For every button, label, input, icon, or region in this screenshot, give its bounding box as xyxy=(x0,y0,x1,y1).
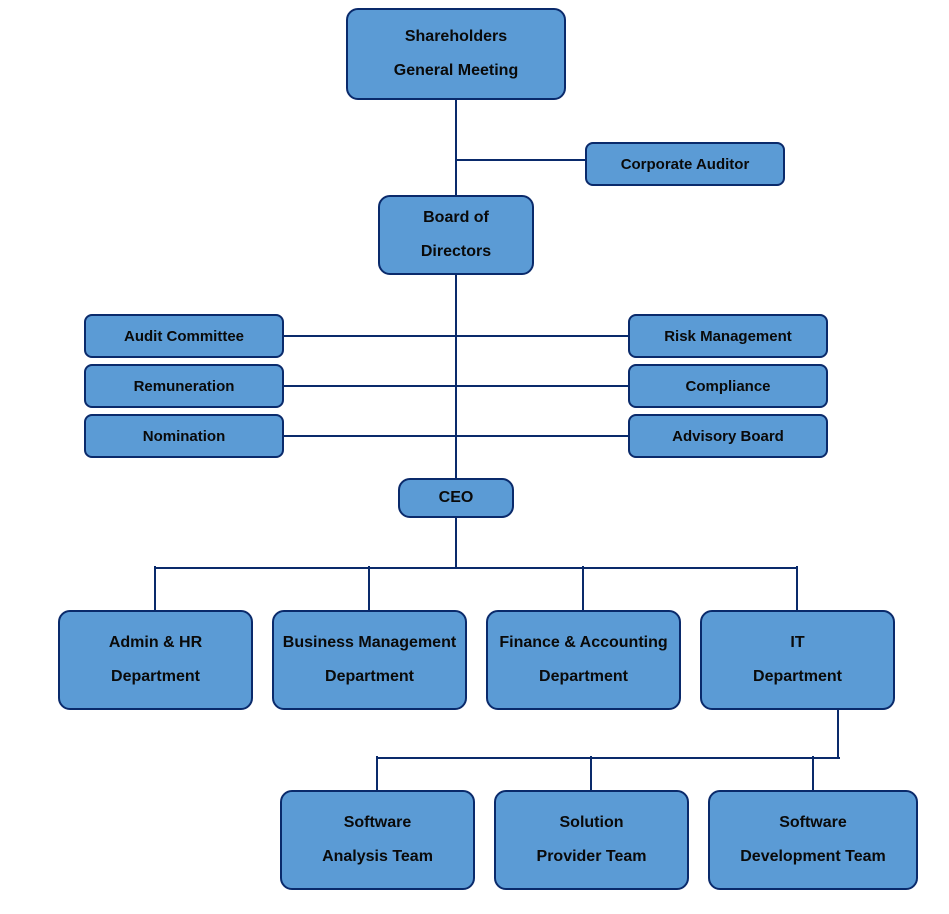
node-it: IT Department xyxy=(700,610,895,710)
node-board-of-directors: Board of Directors xyxy=(378,195,534,275)
node-compliance: Compliance xyxy=(628,364,828,408)
node-finance-accounting: Finance & Accounting Department xyxy=(486,610,681,710)
node-corporate-auditor: Corporate Auditor xyxy=(585,142,785,186)
node-software-analysis: Software Analysis Team xyxy=(280,790,475,890)
node-audit-committee: Audit Committee xyxy=(84,314,284,358)
node-risk-management: Risk Management xyxy=(628,314,828,358)
node-business-management: Business Management Department xyxy=(272,610,467,710)
node-software-development: Software Development Team xyxy=(708,790,918,890)
node-shareholders-general-meeting: Shareholders General Meeting xyxy=(346,8,566,100)
node-admin-hr: Admin & HR Department xyxy=(58,610,253,710)
node-nomination: Nomination xyxy=(84,414,284,458)
org-chart: Shareholders General Meeting Corporate A… xyxy=(0,0,949,914)
node-remuneration: Remuneration xyxy=(84,364,284,408)
node-ceo: CEO xyxy=(398,478,514,518)
node-solution-provider: Solution Provider Team xyxy=(494,790,689,890)
node-advisory-board: Advisory Board xyxy=(628,414,828,458)
